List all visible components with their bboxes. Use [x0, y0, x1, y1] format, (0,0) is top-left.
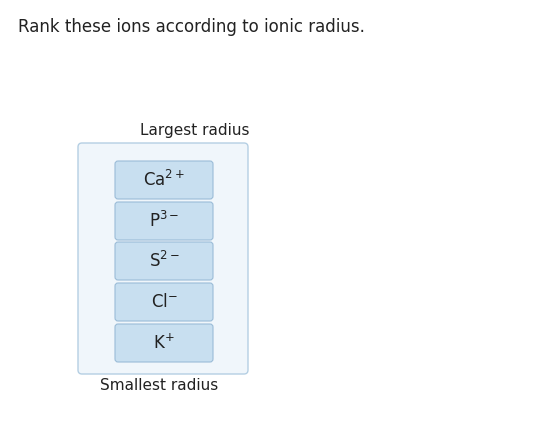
Text: Largest radius: Largest radius — [140, 123, 250, 138]
Text: Cl$^{-}$: Cl$^{-}$ — [150, 293, 177, 311]
Text: Smallest radius: Smallest radius — [100, 378, 218, 393]
Text: S$^{2-}$: S$^{2-}$ — [149, 251, 179, 271]
Text: Ca$^{2+}$: Ca$^{2+}$ — [143, 170, 185, 190]
FancyBboxPatch shape — [115, 324, 213, 362]
FancyBboxPatch shape — [115, 202, 213, 240]
Text: P$^{3-}$: P$^{3-}$ — [149, 211, 179, 231]
FancyBboxPatch shape — [115, 242, 213, 280]
FancyBboxPatch shape — [115, 283, 213, 321]
FancyBboxPatch shape — [115, 161, 213, 199]
Text: Rank these ions according to ionic radius.: Rank these ions according to ionic radiu… — [18, 18, 365, 36]
Text: K$^{+}$: K$^{+}$ — [153, 334, 175, 353]
FancyBboxPatch shape — [78, 143, 248, 374]
